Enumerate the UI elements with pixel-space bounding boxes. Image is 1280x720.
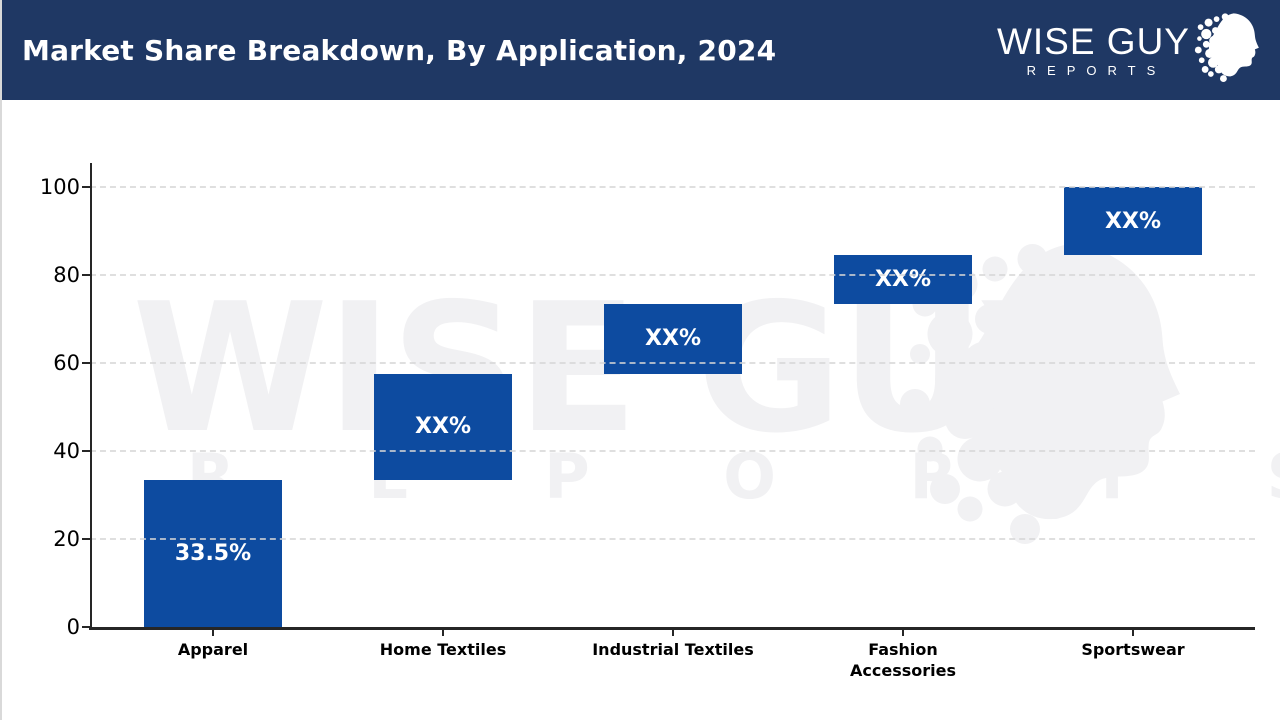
x-axis-category-label: Sportswear [1081, 640, 1185, 659]
bar-value-label: XX% [875, 266, 931, 292]
y-axis-tick-label: 60 [53, 351, 80, 375]
x-axis-tick [442, 629, 444, 636]
dotted-head-profile-icon [1192, 10, 1264, 90]
y-axis-tick [82, 362, 90, 364]
y-axis-tick-label: 80 [53, 263, 80, 287]
brand-logo-subtitle: REPORTS [1026, 63, 1167, 78]
x-axis-tick [902, 629, 904, 636]
gridline [90, 450, 1255, 452]
y-axis-tick-label: 20 [53, 527, 80, 551]
gridline [90, 362, 1255, 364]
bar-value-label: 33.5% [174, 540, 252, 566]
gridline [90, 186, 1255, 188]
x-axis-category-label: Apparel [177, 640, 249, 659]
waterfall-bar: XX% [834, 255, 972, 304]
bar-value-label: XX% [415, 414, 471, 440]
chart-canvas: WISE GUY R E P O R T S 33.5% Apparel XX% Ho… [2, 100, 1280, 720]
page-title: Market Share Breakdown, By Application, … [22, 33, 777, 67]
header-bar: Market Share Breakdown, By Application, … [2, 0, 1280, 100]
x-axis-category-label: Fashion Accessories [850, 640, 956, 680]
y-axis-tick-label: 40 [53, 439, 80, 463]
brand-logo-name: WISE GUY [996, 21, 1190, 62]
y-axis-spine [90, 163, 92, 629]
bar-value-label: XX% [1105, 208, 1161, 234]
x-axis-tick [1132, 629, 1134, 636]
bar-value-label: XX% [645, 326, 701, 352]
gridline [90, 538, 1255, 540]
x-axis-tick [672, 629, 674, 636]
y-axis-tick-label: 100 [39, 175, 80, 199]
x-axis-category-label: Industrial Textiles [592, 640, 754, 659]
y-axis-tick [82, 186, 90, 188]
gridline [90, 274, 1255, 276]
y-axis-tick [82, 626, 90, 628]
x-axis-category-label: Home Textiles [379, 640, 507, 659]
waterfall-bar: 33.5% [144, 479, 282, 627]
y-axis-tick-label: 0 [66, 615, 80, 639]
x-axis-tick [212, 629, 214, 636]
y-axis-tick [82, 538, 90, 540]
brand-logo: WISE GUY REPORTS [997, 10, 1264, 90]
y-axis-tick [82, 450, 90, 452]
x-axis-spine [89, 627, 1255, 630]
waterfall-bar: XX% [1064, 187, 1202, 256]
y-axis-tick [82, 274, 90, 276]
waterfall-bar: XX% [374, 374, 512, 480]
